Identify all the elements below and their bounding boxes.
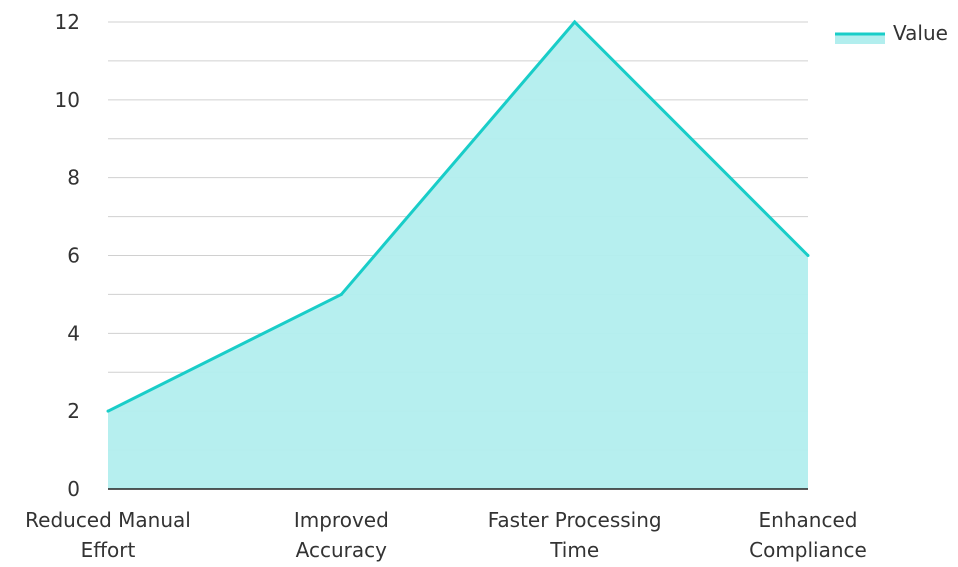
legend-swatch-fill — [835, 34, 885, 44]
y-tick-label: 8 — [67, 166, 80, 190]
area-fill-value — [108, 22, 808, 489]
y-tick-label: 12 — [55, 10, 80, 34]
series-line-value — [107, 19, 810, 413]
x-category-label: Improved Accuracy — [294, 508, 389, 562]
legend-label-value: Value — [893, 21, 948, 45]
y-tick-label: 10 — [55, 88, 80, 112]
data-point[interactable] — [806, 254, 810, 257]
legend[interactable]: Value — [835, 21, 948, 45]
data-point[interactable] — [573, 20, 577, 24]
x-category-label: Reduced Manual Effort — [25, 508, 191, 562]
area-series — [106, 19, 810, 489]
y-tick-label: 6 — [67, 244, 80, 268]
y-tick-label: 0 — [67, 477, 80, 501]
x-category-label: Enhanced Compliance — [749, 508, 867, 562]
data-point[interactable] — [106, 409, 110, 413]
x-category-labels: Reduced Manual Effort Improved Accuracy Fast… — [25, 508, 867, 562]
y-tick-label: 4 — [67, 321, 80, 345]
data-point[interactable] — [339, 292, 343, 296]
y-tick-label: 2 — [67, 399, 80, 423]
y-tick-labels: 0 2 4 6 8 10 12 — [55, 10, 80, 501]
x-category-label: Faster Processing Time — [488, 508, 662, 562]
